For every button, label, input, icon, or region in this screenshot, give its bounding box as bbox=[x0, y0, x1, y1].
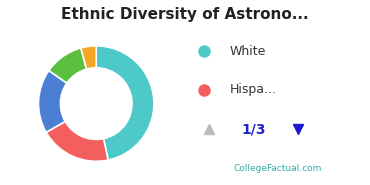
Text: CollegeFactual.com: CollegeFactual.com bbox=[233, 164, 322, 173]
Wedge shape bbox=[81, 46, 96, 69]
Text: 1/3: 1/3 bbox=[241, 122, 266, 136]
Wedge shape bbox=[49, 48, 87, 83]
Text: Ethnic Diversity of Astrono...: Ethnic Diversity of Astrono... bbox=[61, 7, 309, 22]
Wedge shape bbox=[38, 70, 67, 132]
Wedge shape bbox=[96, 46, 154, 160]
Wedge shape bbox=[46, 121, 108, 161]
Text: 7%: 7% bbox=[87, 100, 105, 110]
Text: White: White bbox=[230, 45, 266, 58]
Text: Hispa...: Hispa... bbox=[230, 83, 277, 96]
